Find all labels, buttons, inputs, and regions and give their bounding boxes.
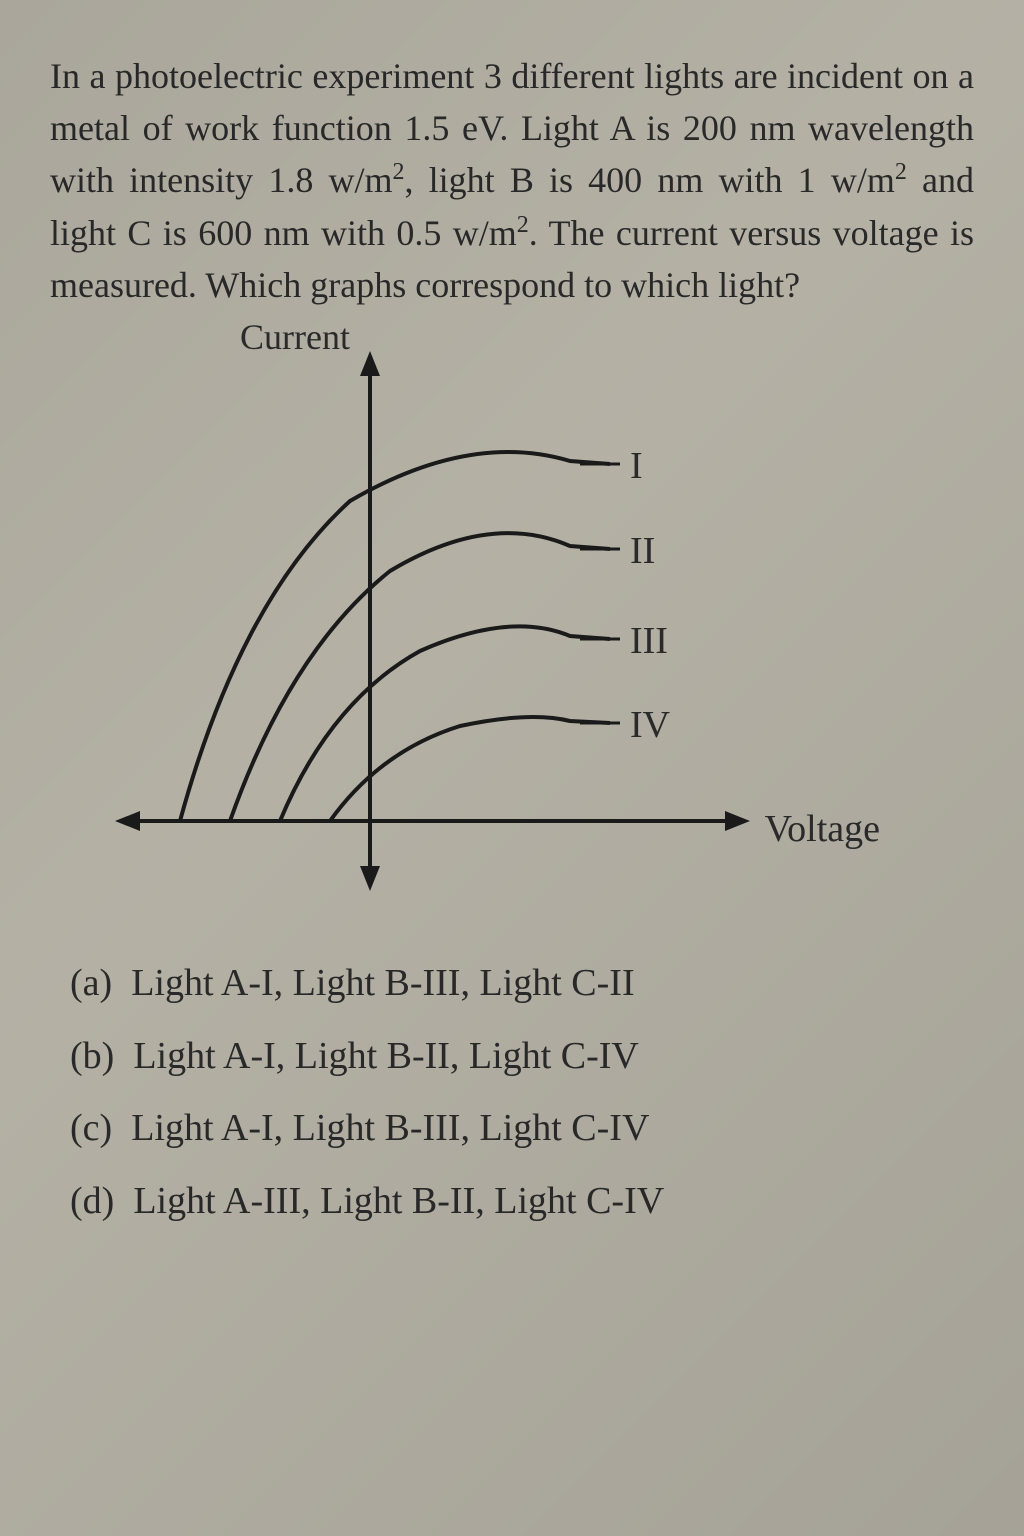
superscript-3: 2 — [517, 212, 529, 238]
x-axis-arrow-left — [115, 811, 140, 831]
option-d-letter: (d) — [70, 1180, 114, 1222]
option-d: (d) Light A-III, Light B-II, Light C-IV — [70, 1169, 974, 1234]
y-axis-arrow-up — [360, 351, 380, 376]
option-b: (b) Light A-I, Light B-II, Light C-IV — [70, 1024, 974, 1089]
curve-label-iv: IV — [630, 703, 670, 747]
curve-iii — [280, 626, 610, 821]
superscript-2: 2 — [895, 159, 907, 185]
option-a-letter: (a) — [70, 962, 112, 1004]
options-list: (a) Light A-I, Light B-III, Light C-II (… — [70, 951, 974, 1233]
option-c-text: Light A-I, Light B-III, Light C-IV — [131, 1107, 649, 1149]
option-c: (c) Light A-I, Light B-III, Light C-IV — [70, 1096, 974, 1161]
option-d-text: Light A-III, Light B-II, Light C-IV — [133, 1180, 664, 1222]
question-part-2: , light B is 400 nm with 1 w/m — [405, 160, 895, 200]
option-b-text: Light A-I, Light B-II, Light C-IV — [133, 1035, 639, 1077]
x-axis-label: Voltage — [765, 807, 880, 851]
x-axis-arrow-right — [725, 811, 750, 831]
curve-label-ii: II — [630, 529, 655, 573]
option-b-letter: (b) — [70, 1035, 114, 1077]
superscript-1: 2 — [393, 159, 405, 185]
curve-label-i: I — [630, 444, 643, 488]
option-a: (a) Light A-I, Light B-III, Light C-II — [70, 951, 974, 1016]
iv-chart: Current I II III IV — [90, 321, 790, 921]
curve-i — [180, 452, 610, 821]
question-text: In a photoelectric experiment 3 differen… — [50, 50, 974, 311]
y-axis-arrow-down — [360, 866, 380, 891]
option-a-text: Light A-I, Light B-III, Light C-II — [131, 962, 634, 1004]
chart-svg — [90, 321, 790, 921]
curve-label-iii: III — [630, 619, 668, 663]
option-c-letter: (c) — [70, 1107, 112, 1149]
